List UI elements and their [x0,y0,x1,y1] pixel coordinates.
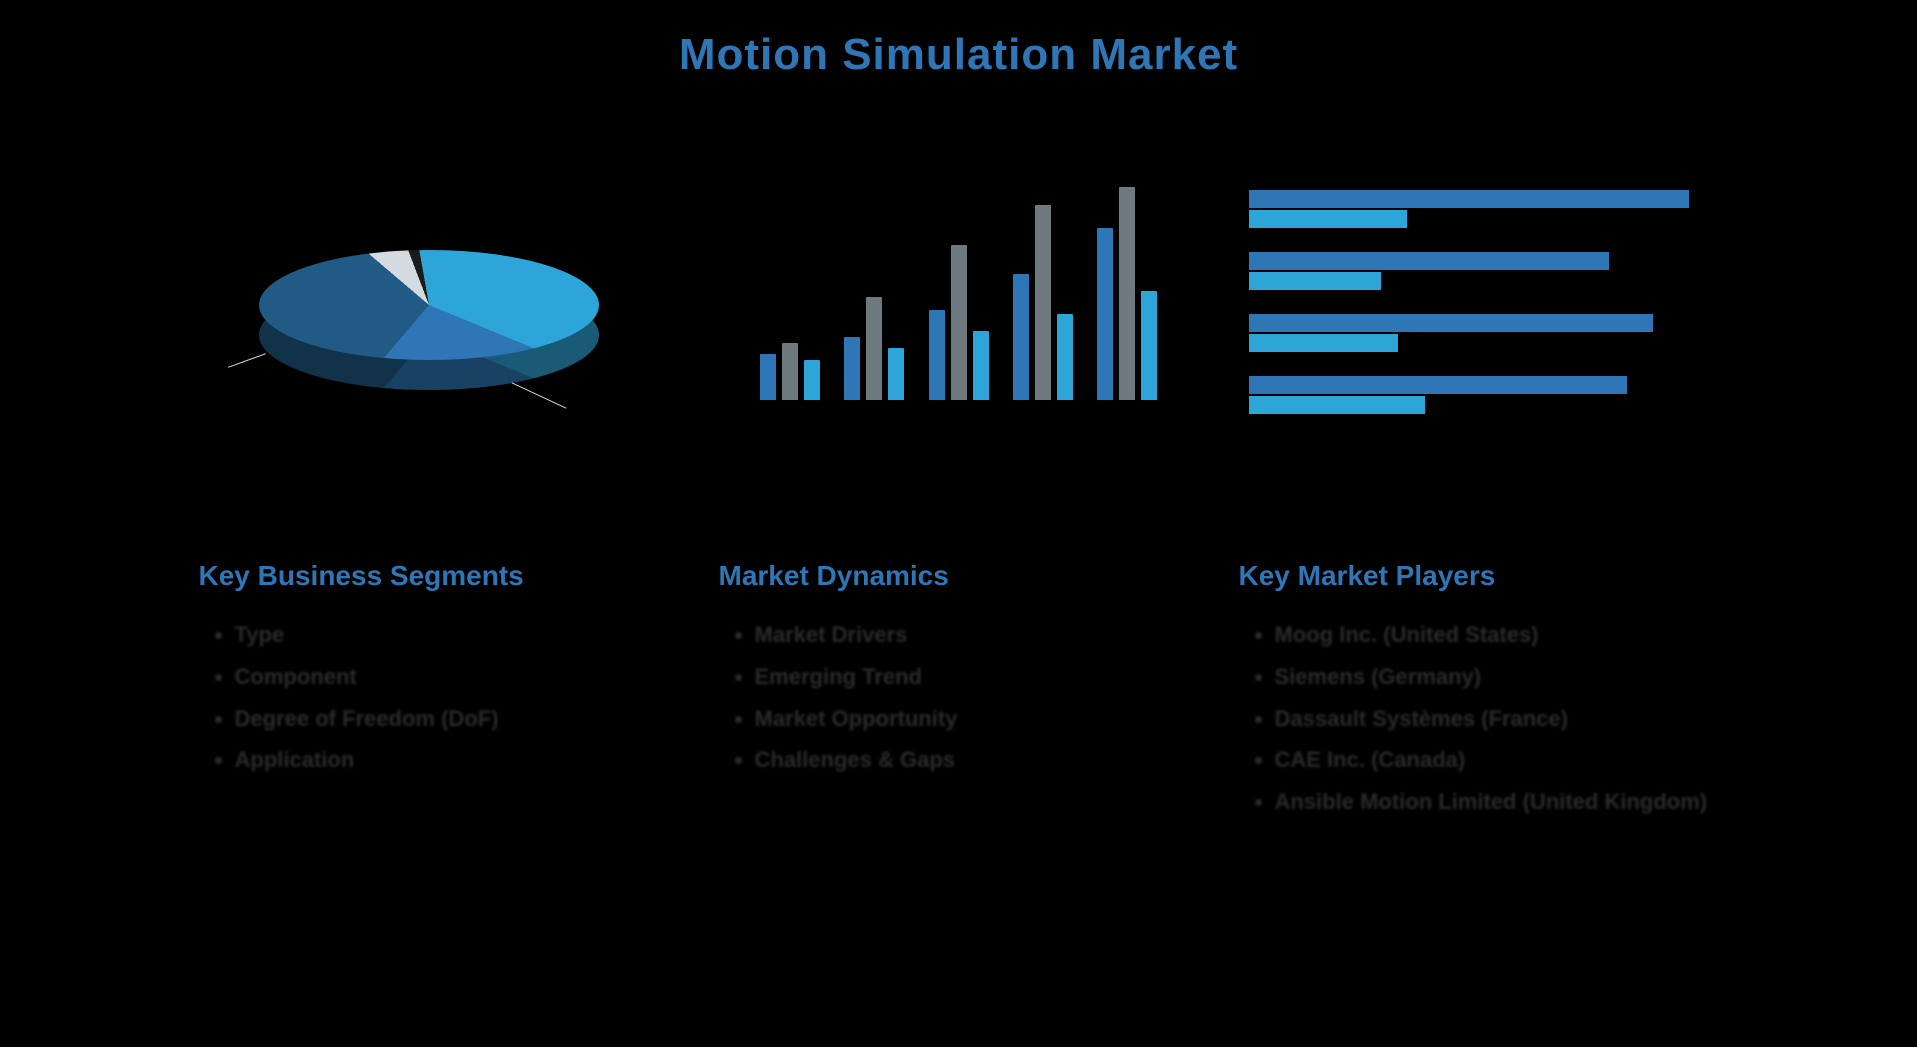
bar [951,245,967,400]
bar [804,360,820,400]
hbar-chart [1229,160,1719,440]
segments-list: TypeComponentDegree of Freedom (DoF)Appl… [199,614,679,781]
list-item: Emerging Trend [755,656,1199,698]
list-item: CAE Inc. (Canada) [1275,739,1719,781]
hbar [1249,396,1425,414]
list-item: Market Drivers [755,614,1199,656]
bar [973,331,989,400]
list-item: Type [235,614,679,656]
bar [1013,274,1029,401]
hbar [1249,190,1689,208]
hbar [1249,252,1610,270]
text-columns-row: Key Business Segments TypeComponentDegre… [199,560,1719,823]
players-list: Moog Inc. (United States)Siemens (German… [1239,614,1719,823]
charts-row [199,140,1719,440]
players-column: Key Market Players Moog Inc. (United Sta… [1239,560,1719,823]
bar [1057,314,1073,400]
bar [1097,228,1113,401]
bar [1119,187,1135,400]
bar [760,354,776,400]
bar-group [838,297,910,401]
bar [1035,205,1051,401]
players-heading: Key Market Players [1239,560,1719,592]
bar-chart [714,160,1204,440]
bar-group [922,245,994,400]
hbar-row [1249,190,1689,228]
dynamics-list: Market DriversEmerging TrendMarket Oppor… [719,614,1199,781]
bar [782,343,798,401]
pie-chart [199,160,689,440]
hbar-row [1249,252,1689,290]
dynamics-column: Market Dynamics Market DriversEmerging T… [719,560,1199,823]
hbar-row [1249,314,1689,352]
hbar [1249,314,1654,332]
hbar [1249,210,1407,228]
hbar [1249,272,1381,290]
dynamics-heading: Market Dynamics [719,560,1199,592]
hbar-row [1249,376,1689,414]
bar-group [1007,205,1079,401]
list-item: Moog Inc. (United States) [1275,614,1719,656]
bar [1141,291,1157,400]
bar-group [754,343,826,401]
segments-heading: Key Business Segments [199,560,679,592]
bar [929,310,945,400]
hbar [1249,376,1627,394]
page-title: Motion Simulation Market [199,30,1719,80]
bar [888,348,904,400]
bar [844,337,860,400]
list-item: Application [235,739,679,781]
list-item: Ansible Motion Limited (United Kingdom) [1275,781,1719,823]
bar [866,297,882,401]
list-item: Degree of Freedom (DoF) [235,698,679,740]
list-item: Market Opportunity [755,698,1199,740]
segments-column: Key Business Segments TypeComponentDegre… [199,560,679,823]
bar-group [1091,187,1163,400]
hbar [1249,334,1399,352]
list-item: Dassault Systèmes (France) [1275,698,1719,740]
list-item: Challenges & Gaps [755,739,1199,781]
list-item: Siemens (Germany) [1275,656,1719,698]
list-item: Component [235,656,679,698]
